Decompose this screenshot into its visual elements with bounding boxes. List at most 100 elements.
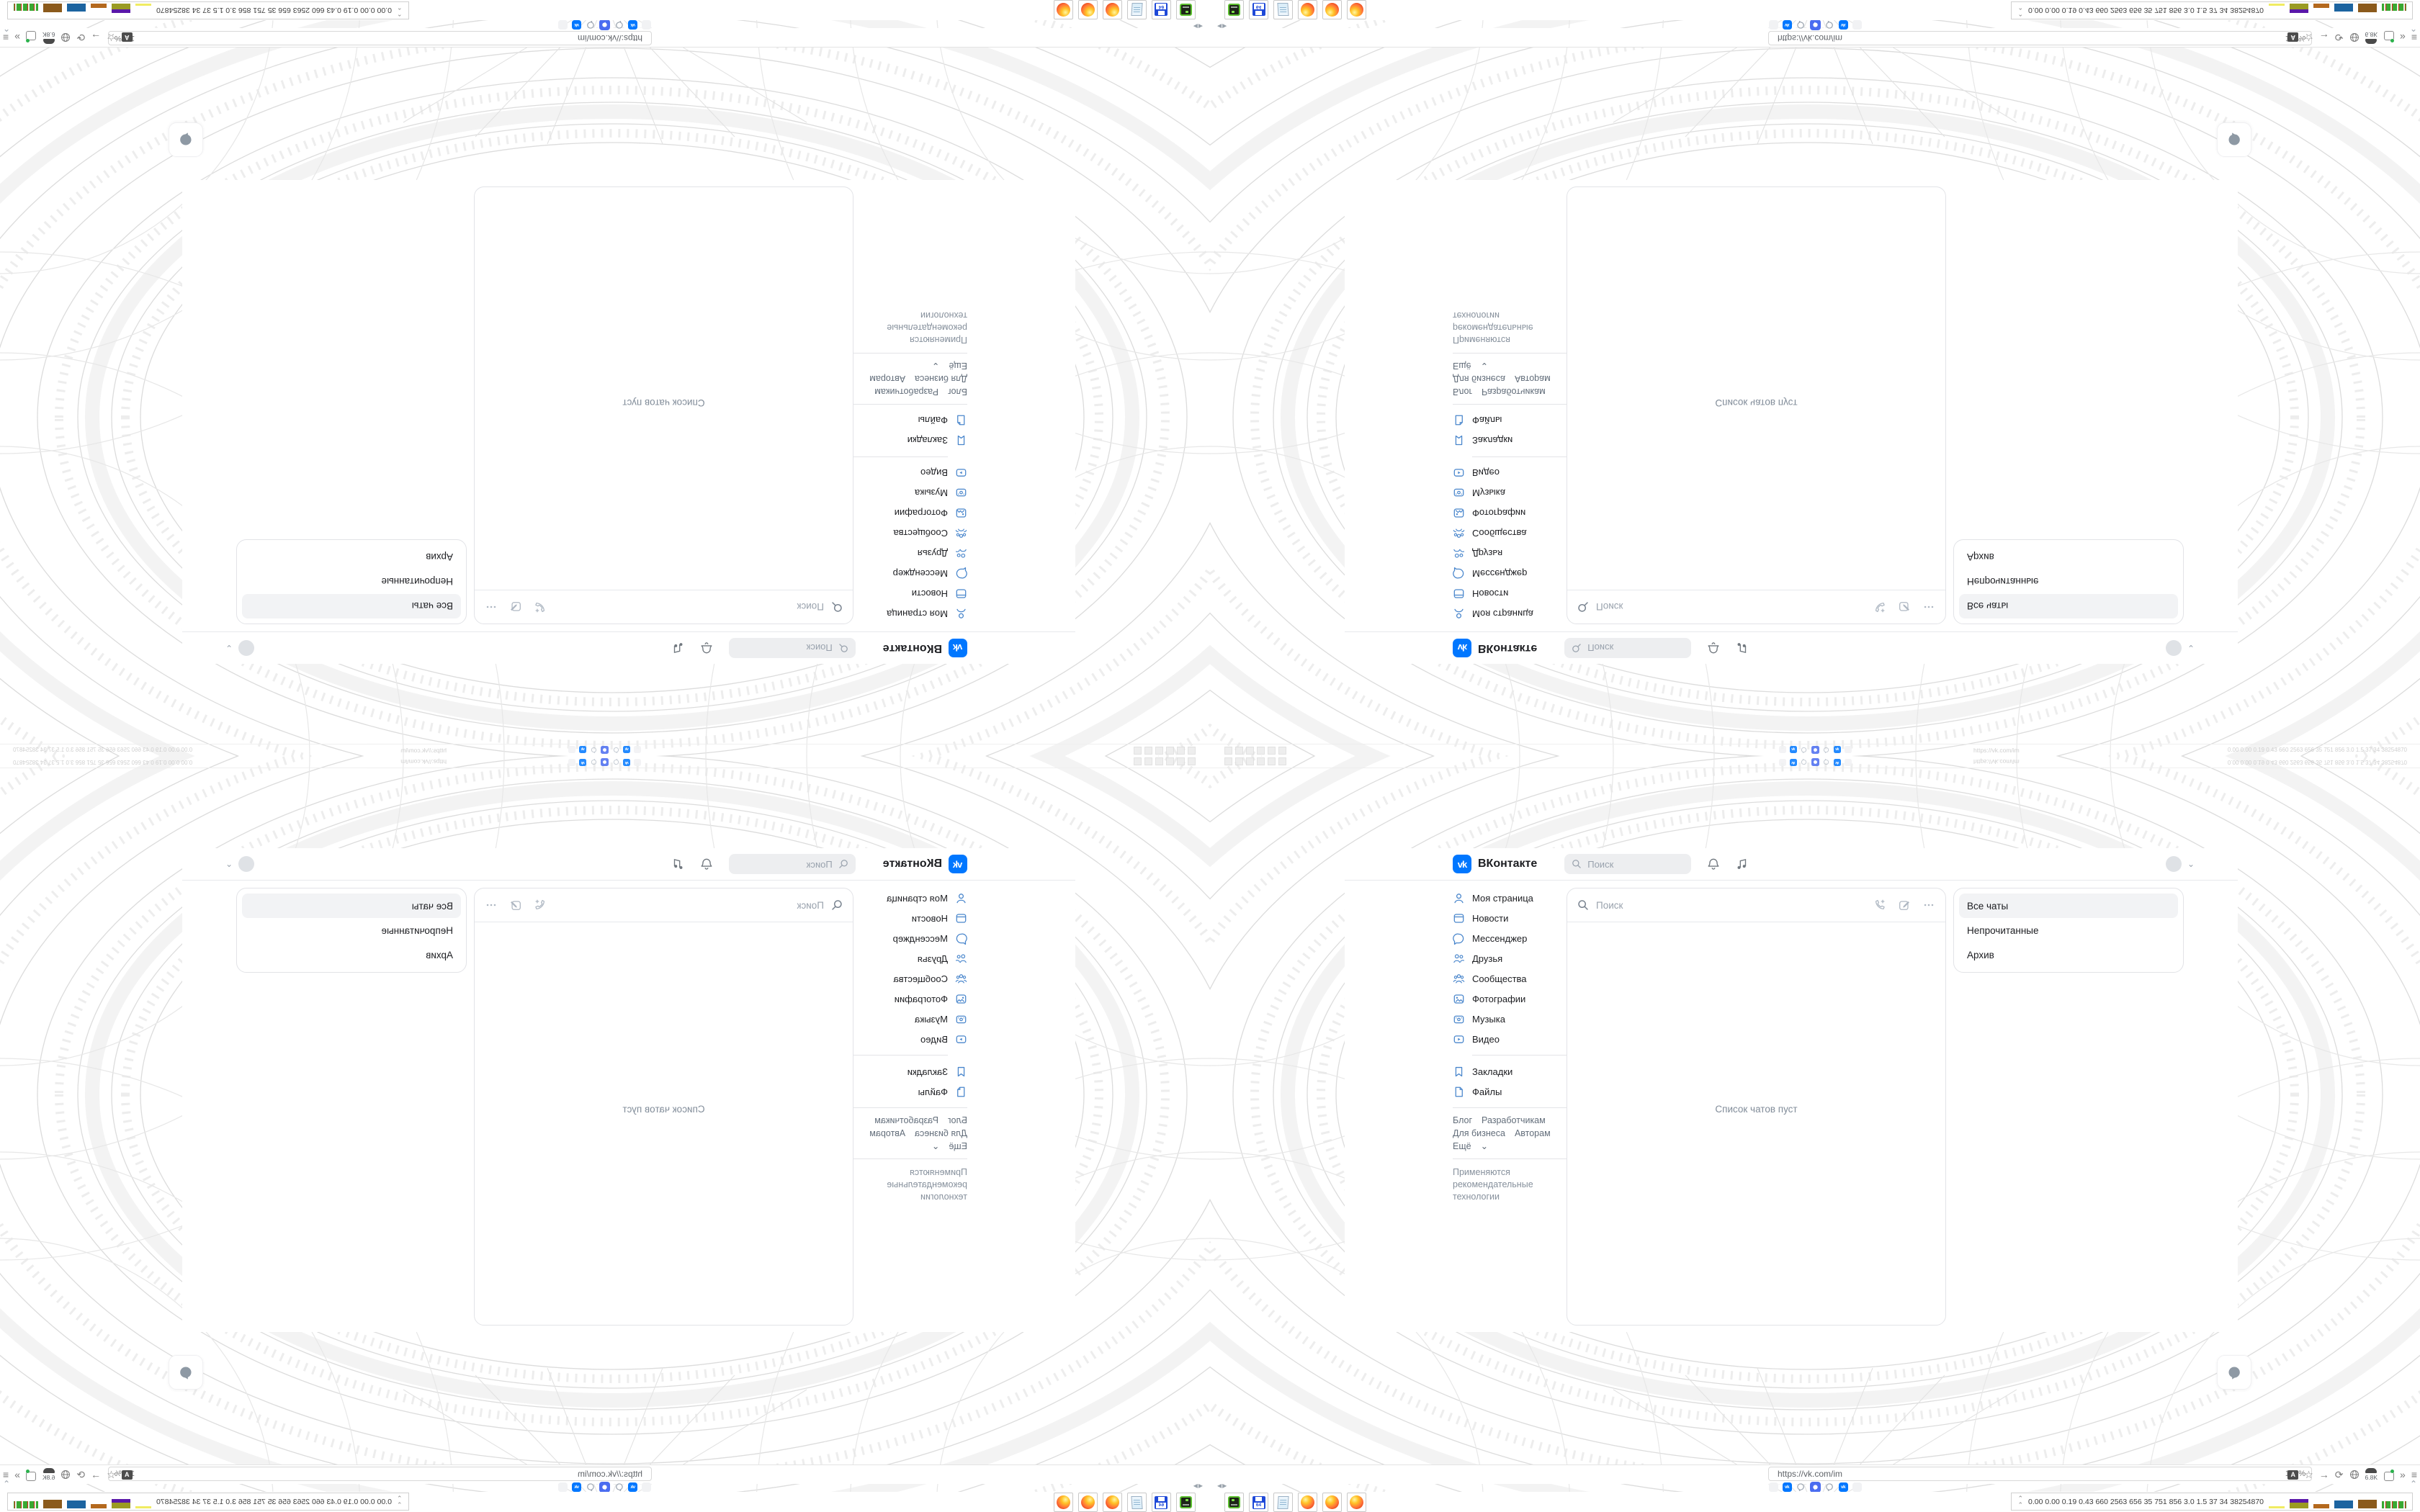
sidebar-item-music[interactable]: Музыка	[1453, 483, 1567, 503]
tab-vk-icon[interactable]: vk	[572, 20, 582, 30]
sidebar-item-bookmarks[interactable]: Закладки	[1453, 431, 1567, 451]
tab-active-messenger-icon[interactable]	[599, 19, 611, 31]
link-blog[interactable]: Блог	[1453, 387, 1473, 397]
forward-icon[interactable]: →	[91, 32, 102, 43]
forward-icon[interactable]: →	[2318, 32, 2329, 43]
filter-all-chats[interactable]: Все чаты	[242, 894, 461, 918]
tab-vk-icon[interactable]: vk	[628, 20, 638, 30]
tab-scroll-arrows[interactable]: ◀▶	[1217, 23, 1228, 30]
globe-icon[interactable]	[60, 1470, 71, 1480]
vk-logo-text[interactable]: ВКонтакте	[1478, 858, 1538, 870]
tab-active-messenger-icon[interactable]	[1809, 1481, 1821, 1493]
menu-hamburger-icon[interactable]: ≡	[2411, 1469, 2417, 1480]
new-call-button[interactable]	[1873, 899, 1886, 912]
sidebar-item-files[interactable]: Файлы	[853, 410, 967, 431]
bookmark-star-icon[interactable]: ☆	[107, 32, 116, 43]
notifications-bell-icon[interactable]	[700, 858, 713, 870]
compose-message-button[interactable]	[509, 899, 522, 912]
firefox-icon[interactable]	[1078, 0, 1098, 19]
expand-chevron-icon[interactable]: ⌃ ⌃	[396, 1494, 403, 1508]
link-business[interactable]: Для бизнеса	[1453, 1128, 1505, 1138]
link-blog[interactable]: Блог	[1453, 1115, 1473, 1125]
sidebar-item-messenger[interactable]: Мессенджер	[853, 928, 967, 948]
firefox-icon[interactable]	[1298, 0, 1317, 19]
filter-unread[interactable]: Непрочитанные	[1967, 924, 2039, 936]
firefox-icon[interactable]	[1054, 1493, 1073, 1512]
tab-bubble-icon[interactable]	[1825, 21, 1834, 30]
tab-bubble-icon[interactable]	[1796, 1482, 1806, 1492]
firefox-icon[interactable]	[1054, 0, 1073, 19]
sidebar-item-news[interactable]: Новости	[1453, 908, 1567, 928]
expand-chevron-icon[interactable]: ⌃ ⌃	[2017, 4, 2024, 18]
bookmark-star-icon[interactable]: ☆	[107, 1469, 116, 1480]
reload-icon[interactable]: ⟳	[2334, 1469, 2344, 1480]
bookmark-star-icon[interactable]: ☆	[2304, 1469, 2313, 1480]
link-business[interactable]: Для бизнеса	[915, 1128, 967, 1138]
sidebar-item-music[interactable]: Музыка	[853, 483, 967, 503]
overflow-chevrons-icon[interactable]: »	[2400, 1469, 2406, 1480]
tab-vk-icon[interactable]: vk	[1782, 20, 1792, 30]
tab-vk-icon[interactable]: vk	[1838, 20, 1848, 30]
menu-hamburger-icon[interactable]: ≡	[2411, 32, 2417, 43]
firefox-icon[interactable]	[1347, 1493, 1366, 1512]
header-search-input[interactable]: Поиск	[728, 638, 856, 658]
tab-vk-icon[interactable]: vk	[1838, 1482, 1848, 1492]
drive-app-icon[interactable]	[1176, 0, 1196, 19]
sidebar-item-photos[interactable]: Фотографии	[1453, 503, 1567, 523]
chat-search-input[interactable]: Поиск	[1596, 601, 1623, 613]
firefox-icon[interactable]	[1347, 0, 1366, 19]
filter-all-chats[interactable]: Все чаты	[1959, 594, 2178, 618]
link-authors[interactable]: Авторам	[1514, 374, 1551, 384]
filter-archive[interactable]: Архив	[426, 552, 453, 563]
vk-logo-icon[interactable]: vk	[949, 639, 967, 657]
sidebar-item-messenger[interactable]: Мессенджер	[853, 564, 967, 584]
firefox-icon[interactable]	[1322, 1493, 1342, 1512]
url-bar[interactable]: https://vk.com/im 100%	[1768, 1467, 2312, 1481]
overflow-chevrons-icon[interactable]: »	[14, 1469, 20, 1480]
extensions-puzzle-icon[interactable]	[2383, 31, 2395, 43]
sidebar-item-video[interactable]: Видео	[1453, 1029, 1567, 1049]
chevron-down-icon[interactable]: ⌄	[225, 859, 233, 869]
avatar[interactable]	[2165, 640, 2182, 656]
filter-archive[interactable]: Архив	[1967, 552, 1994, 563]
url-bar[interactable]: https://vk.com/im 100%	[108, 1467, 652, 1481]
tab-bubble-icon[interactable]	[586, 21, 596, 30]
extensions-puzzle-icon[interactable]	[25, 1469, 37, 1481]
notifications-bell-icon[interactable]	[1707, 858, 1720, 870]
sidebar-item-communities[interactable]: Сообщества	[1453, 523, 1567, 544]
chat-widget-button[interactable]	[2217, 122, 2251, 157]
link-blog[interactable]: Блог	[947, 1115, 967, 1125]
more-options-icon[interactable]	[485, 899, 498, 912]
tab-vk-icon[interactable]: vk	[628, 1482, 638, 1492]
tab-vk-icon[interactable]: vk	[572, 1482, 582, 1492]
expand-chevron-icon[interactable]: ⌃ ⌃	[396, 4, 403, 18]
floppy-disk-icon[interactable]: 64	[1249, 1493, 1268, 1512]
sidebar-item-news[interactable]: Новости	[1453, 584, 1567, 604]
music-icon[interactable]	[671, 642, 684, 654]
sidebar-item-files[interactable]: Файлы	[1453, 410, 1567, 431]
floppy-disk-icon[interactable]: 64	[1152, 0, 1171, 19]
link-authors[interactable]: Авторам	[1514, 1128, 1551, 1138]
sidebar-item-photos[interactable]: Фотографии	[1453, 989, 1567, 1009]
tab-scroll-arrows[interactable]: ◀▶	[1192, 1482, 1203, 1489]
drive-app-icon[interactable]	[1224, 0, 1244, 19]
sidebar-item-files[interactable]: Файлы	[853, 1081, 967, 1102]
sidebar-item-photos[interactable]: Фотографии	[853, 503, 967, 523]
reload-icon[interactable]: ⟳	[76, 32, 86, 43]
tab-active-messenger-icon[interactable]	[599, 1481, 611, 1493]
firefox-icon[interactable]	[1103, 0, 1122, 19]
sidebar-item-friends[interactable]: Друзья	[853, 948, 967, 968]
tab-bubble-icon[interactable]	[615, 21, 624, 30]
reload-icon[interactable]: ⟳	[2334, 32, 2344, 43]
chevron-down-icon[interactable]: ⌄	[225, 643, 233, 653]
collapse-chevron-icon[interactable]: ⌃	[2409, 1479, 2417, 1489]
chevron-down-icon[interactable]: ⌄	[2187, 643, 2195, 653]
collapse-chevron-icon[interactable]: ⌃	[3, 23, 11, 33]
new-call-button[interactable]	[534, 899, 547, 912]
expand-chevron-icon[interactable]: ⌃ ⌃	[2017, 1494, 2024, 1508]
tab-bubble-icon[interactable]	[1796, 21, 1806, 30]
filter-unread[interactable]: Непрочитанные	[381, 576, 453, 588]
vk-logo-icon[interactable]: vk	[949, 855, 967, 873]
counter-extension-icon[interactable]: 6.8K	[2365, 31, 2378, 44]
translate-icon[interactable]: A	[2287, 32, 2299, 42]
